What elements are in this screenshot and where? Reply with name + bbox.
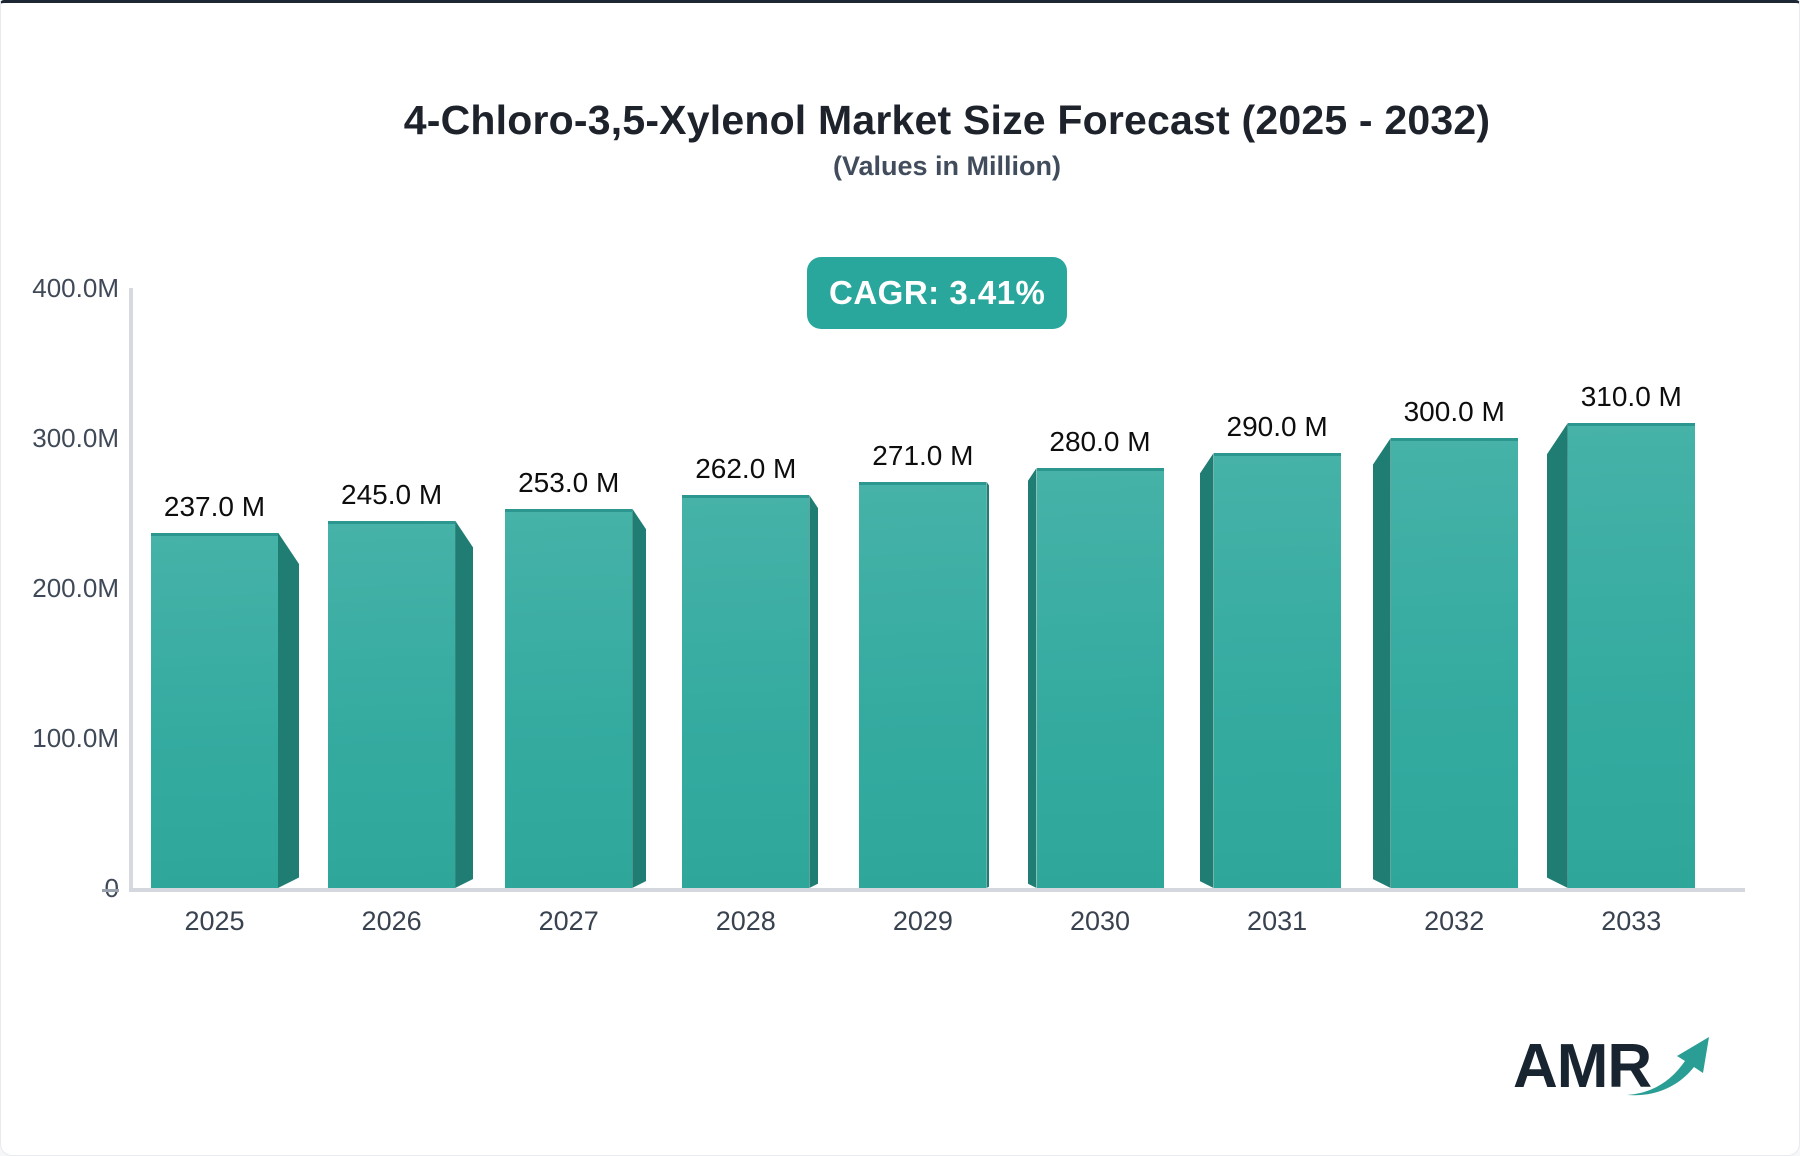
- bar-value-label: 253.0 M: [518, 466, 620, 498]
- bar-2026: 245.0 M: [328, 479, 456, 888]
- trend-up-arrow-icon: [1627, 1037, 1709, 1096]
- y-axis-tick-label: 200.0M: [32, 573, 119, 603]
- bar-value-label: 300.0 M: [1403, 396, 1505, 427]
- bar-side-panel: [632, 509, 646, 889]
- bar-face: [1036, 468, 1164, 888]
- y-axis-tick-label: 400.0M: [32, 273, 119, 303]
- x-axis-baseline: [129, 888, 1745, 892]
- bar-side-panel: [1373, 438, 1391, 888]
- bar-value-label: 237.0 M: [163, 490, 266, 522]
- y-axis-tick-label: 100.0M: [32, 723, 119, 753]
- bar-side-panel: [278, 533, 299, 889]
- y-axis-line: [129, 288, 133, 892]
- bar-value-label: 262.0 M: [695, 453, 797, 484]
- x-axis-label-2025: 2025: [184, 906, 245, 936]
- bar-face: [151, 532, 278, 888]
- x-axis-label-2029: 2029: [892, 906, 953, 936]
- bar-face: [682, 495, 810, 888]
- bar-2025: 237.0 M: [151, 491, 278, 888]
- x-axis-label-2026: 2026: [361, 906, 422, 936]
- x-axis-label-2028: 2028: [715, 906, 776, 936]
- y-axis-tick-label: 0: [104, 873, 119, 903]
- x-axis-label-2030: 2030: [1069, 906, 1131, 936]
- bar-2028: 262.0 M: [682, 453, 810, 888]
- bar-face: [859, 481, 987, 888]
- bar-2032: 300.0 M: [1390, 396, 1518, 888]
- bar-face: [505, 508, 633, 888]
- bar-face: [1390, 438, 1518, 888]
- bar-value-label: 310.0 M: [1580, 381, 1682, 412]
- bar-value-label: 290.0 M: [1226, 411, 1328, 442]
- amr-logo: AMR: [1513, 1029, 1713, 1107]
- bar-face: [1567, 423, 1695, 888]
- bar-face: [328, 520, 456, 888]
- x-axis-label-2031: 2031: [1247, 906, 1308, 936]
- bar-2033: 310.0 M: [1567, 381, 1695, 888]
- bar-2029: 271.0 M: [859, 440, 989, 889]
- chart-title: 4-Chloro-3,5-Xylenol Market Size Forecas…: [403, 97, 1491, 143]
- bar-side-panel: [455, 521, 473, 889]
- y-axis-tick-mark: [102, 889, 119, 892]
- x-axis-label-2027: 2027: [538, 906, 599, 936]
- bar-side-panel: [1200, 453, 1214, 888]
- x-axis-label-2032: 2032: [1424, 906, 1485, 936]
- bar-side-panel: [1028, 468, 1037, 888]
- bar-side-panel: [1547, 423, 1568, 888]
- bar-value-label: 245.0 M: [341, 478, 443, 510]
- y-axis-tick-label: 300.0M: [32, 423, 119, 453]
- x-axis-label-2033: 2033: [1601, 906, 1662, 936]
- bar-side-panel: [809, 495, 818, 888]
- cagr-badge: CAGR: 3.41%: [807, 257, 1068, 329]
- bar-2027: 253.0 M: [505, 467, 633, 888]
- amr-logo-text: AMR: [1513, 1032, 1652, 1101]
- bar-side-panel: [986, 482, 989, 889]
- plot-area: 237.0 M 245.0 M 253.0 M 262.0 M 271.0 M 280.0…: [133, 288, 1743, 888]
- bar-2031: 290.0 M: [1213, 411, 1341, 888]
- bar-face: [1213, 453, 1341, 888]
- cagr-badge-label: CAGR: 3.41%: [829, 274, 1046, 311]
- bar-2030: 280.0 M: [1036, 426, 1164, 888]
- bar-value-label: 280.0 M: [1049, 426, 1151, 457]
- chart-subtitle: (Values in Million): [832, 151, 1062, 181]
- bar-value-label: 271.0 M: [872, 439, 974, 471]
